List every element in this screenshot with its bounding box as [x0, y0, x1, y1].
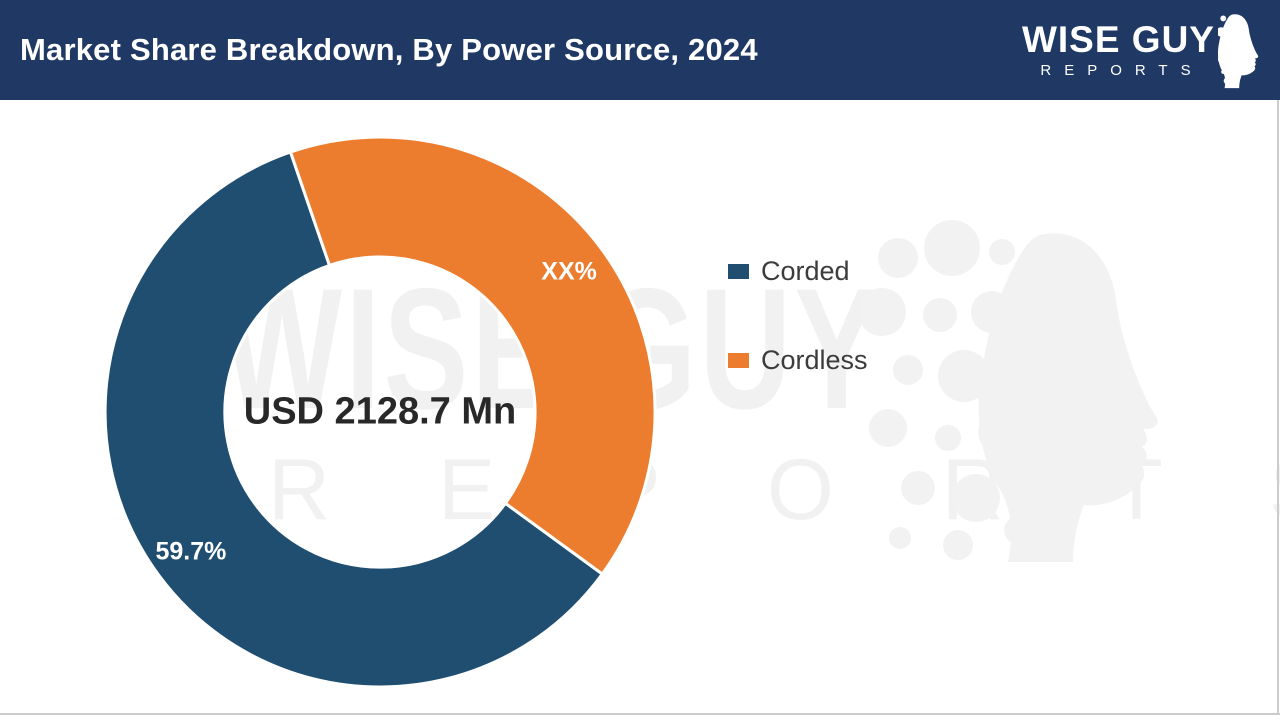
pie-slice-corded: [103, 150, 605, 689]
legend-swatch-icon: [728, 353, 749, 368]
watermark-face-icon: [860, 220, 1158, 562]
slice-value-label: 59.7%: [155, 537, 227, 566]
page-title: Market Share Breakdown, By Power Source,…: [20, 32, 758, 67]
legend-item-cordless: Cordless: [728, 345, 868, 376]
pie-chart: WISE GUY R E P O R T S USD 2128.7 Mn Cor…: [0, 100, 1280, 720]
donut-center-value: USD 2128.7 Mn: [243, 390, 517, 433]
face-profile-icon: [1218, 14, 1259, 89]
bottom-border: [0, 713, 1280, 715]
brand-logo-text: WISE GUY REPORTS: [1021, 19, 1215, 79]
brand-subtitle: REPORTS: [1040, 61, 1204, 79]
legend: Corded Cordless: [728, 256, 868, 376]
brand-name: WISE GUY: [1021, 19, 1215, 61]
legend-swatch-icon: [728, 264, 749, 279]
legend-label: Corded: [761, 256, 850, 286]
pie-slice-cordless: [288, 135, 657, 577]
legend-item-corded: Corded: [728, 256, 868, 287]
slice-value-label: XX%: [541, 257, 597, 286]
right-border: [1277, 100, 1279, 715]
header-bar: Market Share Breakdown, By Power Source,…: [0, 0, 1280, 100]
brand-logo: WISE GUY REPORTS: [1022, 6, 1268, 94]
legend-label: Cordless: [761, 345, 868, 375]
donut-rings: [103, 135, 657, 689]
